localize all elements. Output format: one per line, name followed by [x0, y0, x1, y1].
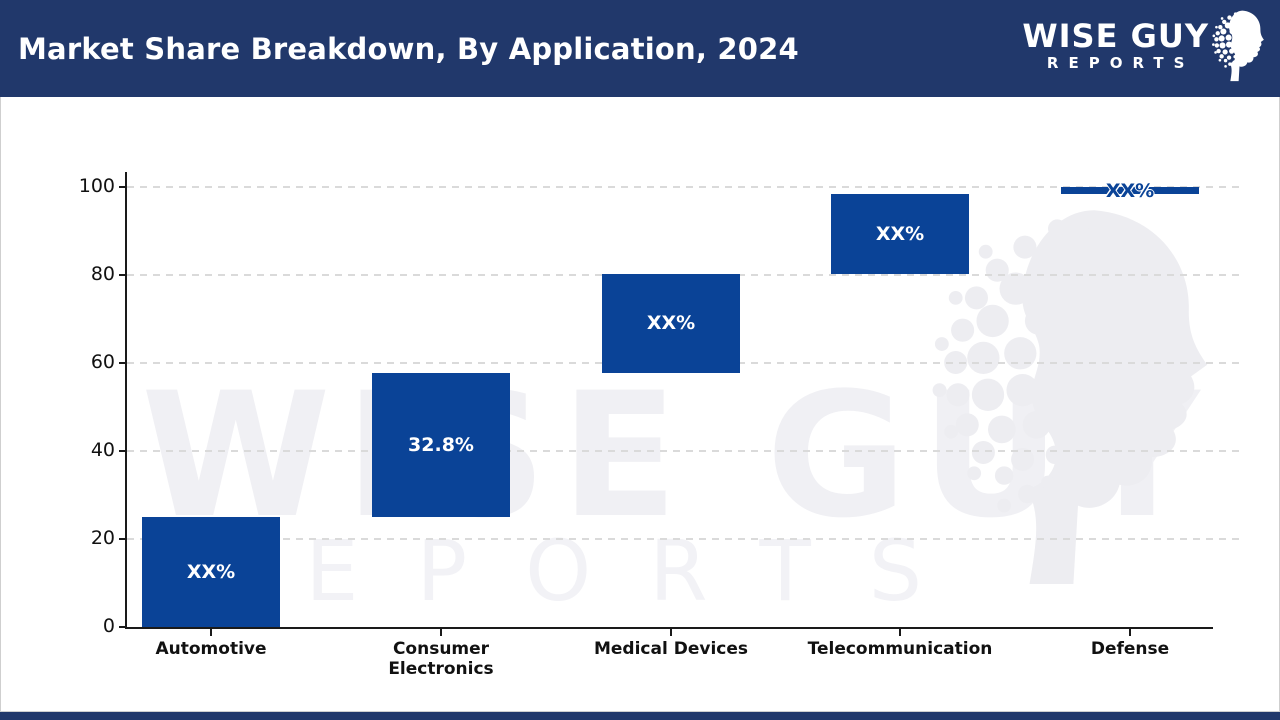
x-tick-4: [899, 627, 901, 636]
x-tick-5: [1129, 627, 1131, 636]
logo-wordmark-line1: WISE GUY: [1022, 17, 1209, 55]
bar-defense: XX%: [1061, 180, 1199, 202]
x-axis-line: [125, 627, 1213, 629]
bar-value-label: XX%: [186, 561, 236, 583]
y-tick-label-80: 80: [90, 263, 115, 285]
y-tick-label-60: 60: [90, 351, 115, 373]
logo-head-icon: [1211, 8, 1268, 82]
x-category-label: Consumer Electronics: [388, 639, 494, 679]
y-tick-0: [119, 626, 127, 628]
x-tick-3: [670, 627, 672, 636]
y-axis-line: [125, 172, 127, 628]
header-band: Market Share Breakdown, By Application, …: [0, 0, 1280, 97]
gridline-y20: [127, 538, 1245, 540]
y-tick-label-0: 0: [102, 615, 115, 637]
y-tick-label-40: 40: [90, 439, 115, 461]
gridline-y40: [127, 450, 1245, 452]
footer-band: [0, 712, 1280, 720]
y-tick-60: [119, 362, 127, 364]
logo-wordmark: WISE GUY REPORTS: [1022, 18, 1209, 72]
y-tick-20: [119, 538, 127, 540]
x-category-label: Medical Devices: [593, 639, 748, 659]
bar-value-label: XX%: [875, 223, 925, 246]
y-tick-80: [119, 274, 127, 276]
bar-telecommunication: XX%: [831, 194, 969, 275]
bar-value-label: XX%: [1105, 179, 1155, 202]
brand-logo: WISE GUY REPORTS: [1022, 8, 1268, 82]
y-tick-label-20: 20: [90, 527, 115, 549]
x-category-label: Automotive: [155, 639, 267, 659]
x-tick-1: [210, 627, 212, 636]
chart-title: Market Share Breakdown, By Application, …: [18, 31, 799, 66]
x-tick-2: [440, 627, 442, 636]
gridline-y100: [127, 186, 1245, 188]
y-tick-100: [119, 186, 127, 188]
bar-value-label: 32.8%: [408, 433, 474, 456]
y-tick-label-100: 100: [78, 175, 115, 197]
x-category-label: Telecommunication: [807, 639, 993, 659]
bar-consumer-electronics: 32.8%: [372, 372, 510, 517]
bar-automotive: XX%: [142, 517, 280, 627]
y-tick-40: [119, 450, 127, 452]
bar-value-label: XX%: [646, 312, 696, 335]
logo-wordmark-line2: REPORTS: [1046, 54, 1195, 72]
bar-medical-devices: XX%: [602, 274, 740, 373]
x-category-label: Defense: [1090, 639, 1170, 659]
